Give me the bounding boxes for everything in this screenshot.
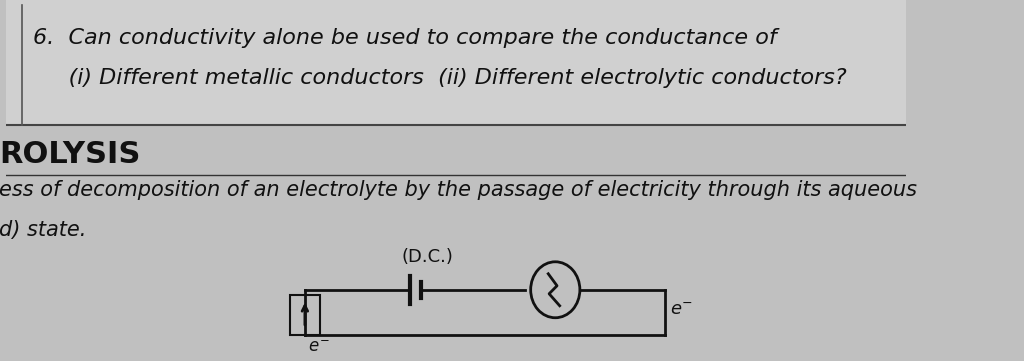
Text: $e^{-}$: $e^{-}$ <box>307 338 329 356</box>
Text: (D.C.): (D.C.) <box>402 248 454 266</box>
Text: ess of decomposition of an electrolyte by the passage of electricity through its: ess of decomposition of an electrolyte b… <box>0 180 918 200</box>
Text: d) state.: d) state. <box>0 220 87 240</box>
Bar <box>6 0 906 125</box>
Text: ROLYSIS: ROLYSIS <box>0 140 140 169</box>
Text: $e^{-}$: $e^{-}$ <box>671 301 693 319</box>
Text: (i) Different metallic conductors  (ii) Different electrolytic conductors?: (i) Different metallic conductors (ii) D… <box>33 68 846 88</box>
Bar <box>290 295 321 335</box>
Text: 6.  Can conductivity alone be used to compare the conductance of: 6. Can conductivity alone be used to com… <box>33 28 776 48</box>
